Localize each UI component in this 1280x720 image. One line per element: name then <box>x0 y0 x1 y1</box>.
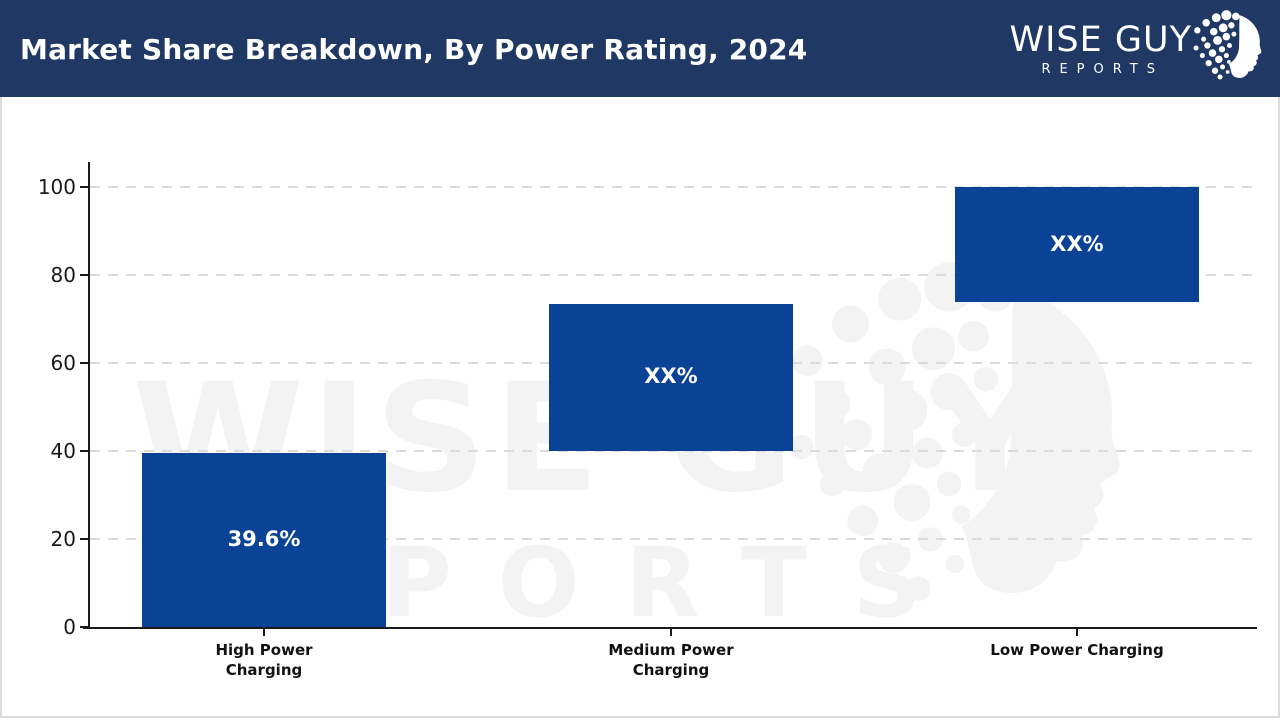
y-tick-mark <box>80 186 88 188</box>
y-tick-mark <box>80 538 88 540</box>
x-axis-line <box>83 627 1257 629</box>
y-axis-line <box>88 162 90 629</box>
y-tick-label: 40 <box>50 439 76 463</box>
y-tick-label: 100 <box>37 175 76 199</box>
gridline-40 <box>90 450 1255 452</box>
x-tick-mark <box>263 629 265 636</box>
header-bar: Market Share Breakdown, By Power Rating,… <box>0 0 1280 97</box>
x-category-label: High Power Charging <box>215 641 313 679</box>
x-category-label: Medium Power Charging <box>608 641 734 679</box>
chart-title: Market Share Breakdown, By Power Rating,… <box>20 33 808 66</box>
x-tick-mark <box>1076 629 1078 636</box>
y-tick-label: 20 <box>50 527 76 551</box>
bar-value-label: 39.6% <box>227 526 301 551</box>
x-tick-mark <box>670 629 672 636</box>
y-tick-mark <box>80 450 88 452</box>
gridline-20 <box>90 538 1255 540</box>
x-category-label: Low Power Charging <box>990 641 1164 659</box>
logo-subtext: REPORTS <box>1041 61 1165 77</box>
wise-guy-reports-logo: WISE GUY REPORTS <box>1009 4 1268 92</box>
bar-segment <box>955 187 1199 303</box>
logo-wordmark: WISE GUY <box>1009 19 1192 60</box>
gridline-100 <box>90 186 1255 188</box>
y-tick-mark <box>80 362 88 364</box>
bar-segment <box>549 303 793 451</box>
y-tick-mark <box>80 626 88 628</box>
bar-value-label: XX% <box>644 364 698 389</box>
y-tick-label: 0 <box>63 615 76 639</box>
gridline-80 <box>90 274 1255 276</box>
bar-value-label: XX% <box>1050 231 1104 256</box>
y-tick-mark <box>80 274 88 276</box>
y-tick-label: 80 <box>50 263 76 287</box>
logo-text: WISE GUY REPORTS <box>1009 20 1192 77</box>
y-tick-label: 60 <box>50 351 76 375</box>
bar-segment <box>142 452 386 627</box>
